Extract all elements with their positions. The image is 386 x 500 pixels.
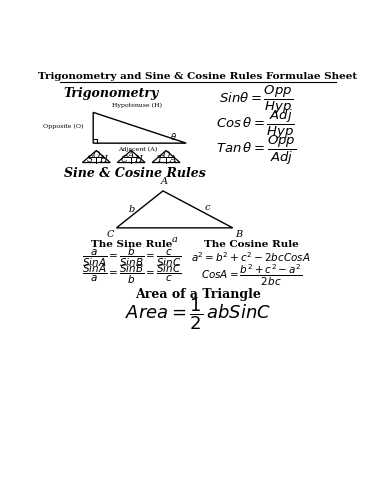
Text: $Cos\,\theta = \dfrac{Adj}{Hyp}$: $Cos\,\theta = \dfrac{Adj}{Hyp}$ [217,108,295,141]
Text: $\theta$: $\theta$ [170,130,177,141]
Text: Sine & Cosine Rules: Sine & Cosine Rules [64,168,205,180]
Text: C: C [121,154,128,164]
Text: Area of a Triangle: Area of a Triangle [135,288,261,300]
Text: Trigonometry and Sine & Cosine Rules Formulae Sheet: Trigonometry and Sine & Cosine Rules For… [38,72,357,82]
Text: $\dfrac{SinA}{a} = \dfrac{SinB}{b} = \dfrac{SinC}{c}$: $\dfrac{SinA}{a} = \dfrac{SinB}{b} = \df… [82,262,182,285]
Text: The Cosine Rule: The Cosine Rule [204,240,299,250]
Text: B: B [235,230,242,239]
Text: T: T [156,154,163,164]
Text: S: S [86,154,93,164]
Text: O: O [93,152,100,160]
Text: $CosA = \dfrac{b^2 + c^2 - a^2}{2bc}$: $CosA = \dfrac{b^2 + c^2 - a^2}{2bc}$ [201,263,302,288]
Text: A: A [161,176,168,186]
Text: H: H [134,154,142,164]
Text: a: a [172,235,178,244]
Text: Trigonometry: Trigonometry [64,88,159,101]
Text: H: H [99,154,107,164]
Text: A: A [128,152,134,160]
Text: c: c [204,204,210,212]
Text: $\dfrac{a}{SinA} = \dfrac{b}{SinB} = \dfrac{c}{SinC}$: $\dfrac{a}{SinA} = \dfrac{b}{SinB} = \df… [82,246,182,268]
Text: O: O [163,152,170,160]
Text: $Area = \dfrac{1}{2}\,abSinC$: $Area = \dfrac{1}{2}\,abSinC$ [125,296,271,332]
Text: $Tan\,\theta = \dfrac{Opp}{Adj}$: $Tan\,\theta = \dfrac{Opp}{Adj}$ [216,134,296,168]
Text: C: C [107,230,114,239]
Text: The Sine Rule: The Sine Rule [91,240,173,250]
Text: A: A [169,154,176,164]
Text: Opposite (O): Opposite (O) [43,124,84,129]
Text: Adjacent (A): Adjacent (A) [118,147,157,152]
Text: $Sin\theta = \dfrac{Opp}{Hyp}$: $Sin\theta = \dfrac{Opp}{Hyp}$ [219,84,293,116]
Text: b: b [129,205,135,214]
Text: Hypotenuse (H): Hypotenuse (H) [112,102,163,108]
Text: $a^2 = b^2 + c^2 - 2bcCosA$: $a^2 = b^2 + c^2 - 2bcCosA$ [191,250,311,264]
